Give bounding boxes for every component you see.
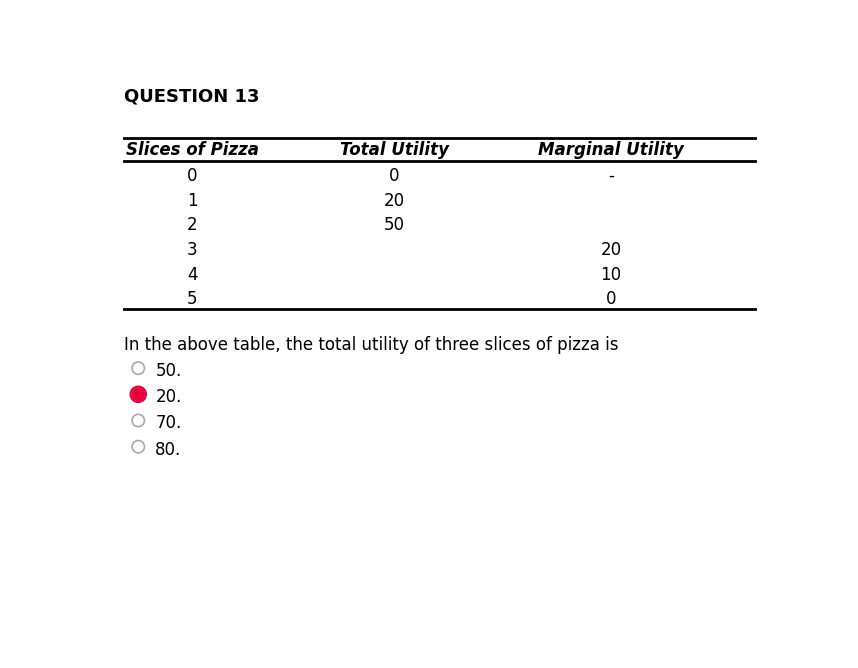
Text: Marginal Utility: Marginal Utility [538,141,684,159]
Text: 20.: 20. [155,388,182,406]
Text: 20: 20 [601,241,621,259]
Text: 3: 3 [187,241,198,259]
Text: 80.: 80. [155,440,182,458]
Text: 2: 2 [187,216,198,234]
Text: 4: 4 [187,266,197,284]
Text: 20: 20 [384,192,405,210]
Text: 50: 50 [384,216,404,234]
Text: 5: 5 [187,291,197,309]
Text: 70.: 70. [155,414,182,432]
Text: Total Utility: Total Utility [340,141,449,159]
Text: 0: 0 [606,291,616,309]
Text: 0: 0 [389,167,399,185]
Text: 1: 1 [187,192,198,210]
Text: 0: 0 [187,167,197,185]
Text: 10: 10 [601,266,621,284]
Text: QUESTION 13: QUESTION 13 [124,88,260,106]
Text: In the above table, the total utility of three slices of pizza is: In the above table, the total utility of… [124,336,619,354]
Text: Slices of Pizza: Slices of Pizza [126,141,259,159]
Text: -: - [608,167,614,185]
Circle shape [132,388,144,401]
Text: 50.: 50. [155,362,182,380]
